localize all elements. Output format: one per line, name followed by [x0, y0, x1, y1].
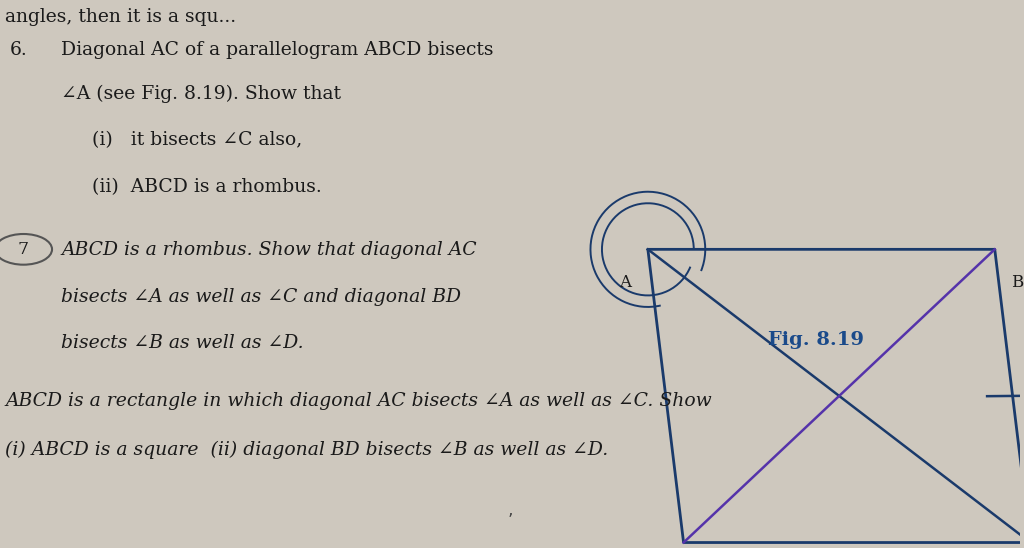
Text: 7: 7	[17, 241, 29, 258]
Text: (ii)  ABCD is a rhombus.: (ii) ABCD is a rhombus.	[92, 178, 322, 196]
Text: Diagonal AC of a parallelogram ABCD bisects: Diagonal AC of a parallelogram ABCD bise…	[61, 41, 494, 59]
Text: bisects ∠A as well as ∠C and diagonal BD: bisects ∠A as well as ∠C and diagonal BD	[61, 288, 461, 306]
Text: (i) ABCD is a square  (ii) diagonal BD bisects ∠B as well as ∠D.: (i) ABCD is a square (ii) diagonal BD bi…	[5, 441, 608, 459]
Text: B: B	[1011, 273, 1023, 291]
Text: ABCD is a rectangle in which diagonal AC bisects ∠A as well as ∠C. Show: ABCD is a rectangle in which diagonal AC…	[5, 392, 712, 410]
Text: A: A	[620, 273, 632, 291]
Text: (i)   it bisects ∠C also,: (i) it bisects ∠C also,	[92, 132, 302, 150]
Text: 6.: 6.	[10, 41, 28, 59]
Text: ’: ’	[508, 512, 513, 529]
Text: angles, then it is a squ...: angles, then it is a squ...	[5, 8, 237, 26]
Text: bisects ∠B as well as ∠D.: bisects ∠B as well as ∠D.	[61, 334, 304, 352]
Text: ∠A (see Fig. 8.19). Show that: ∠A (see Fig. 8.19). Show that	[61, 85, 341, 103]
Text: ABCD is a rhombus. Show that diagonal AC: ABCD is a rhombus. Show that diagonal AC	[61, 241, 477, 259]
Text: Fig. 8.19: Fig. 8.19	[768, 331, 864, 349]
